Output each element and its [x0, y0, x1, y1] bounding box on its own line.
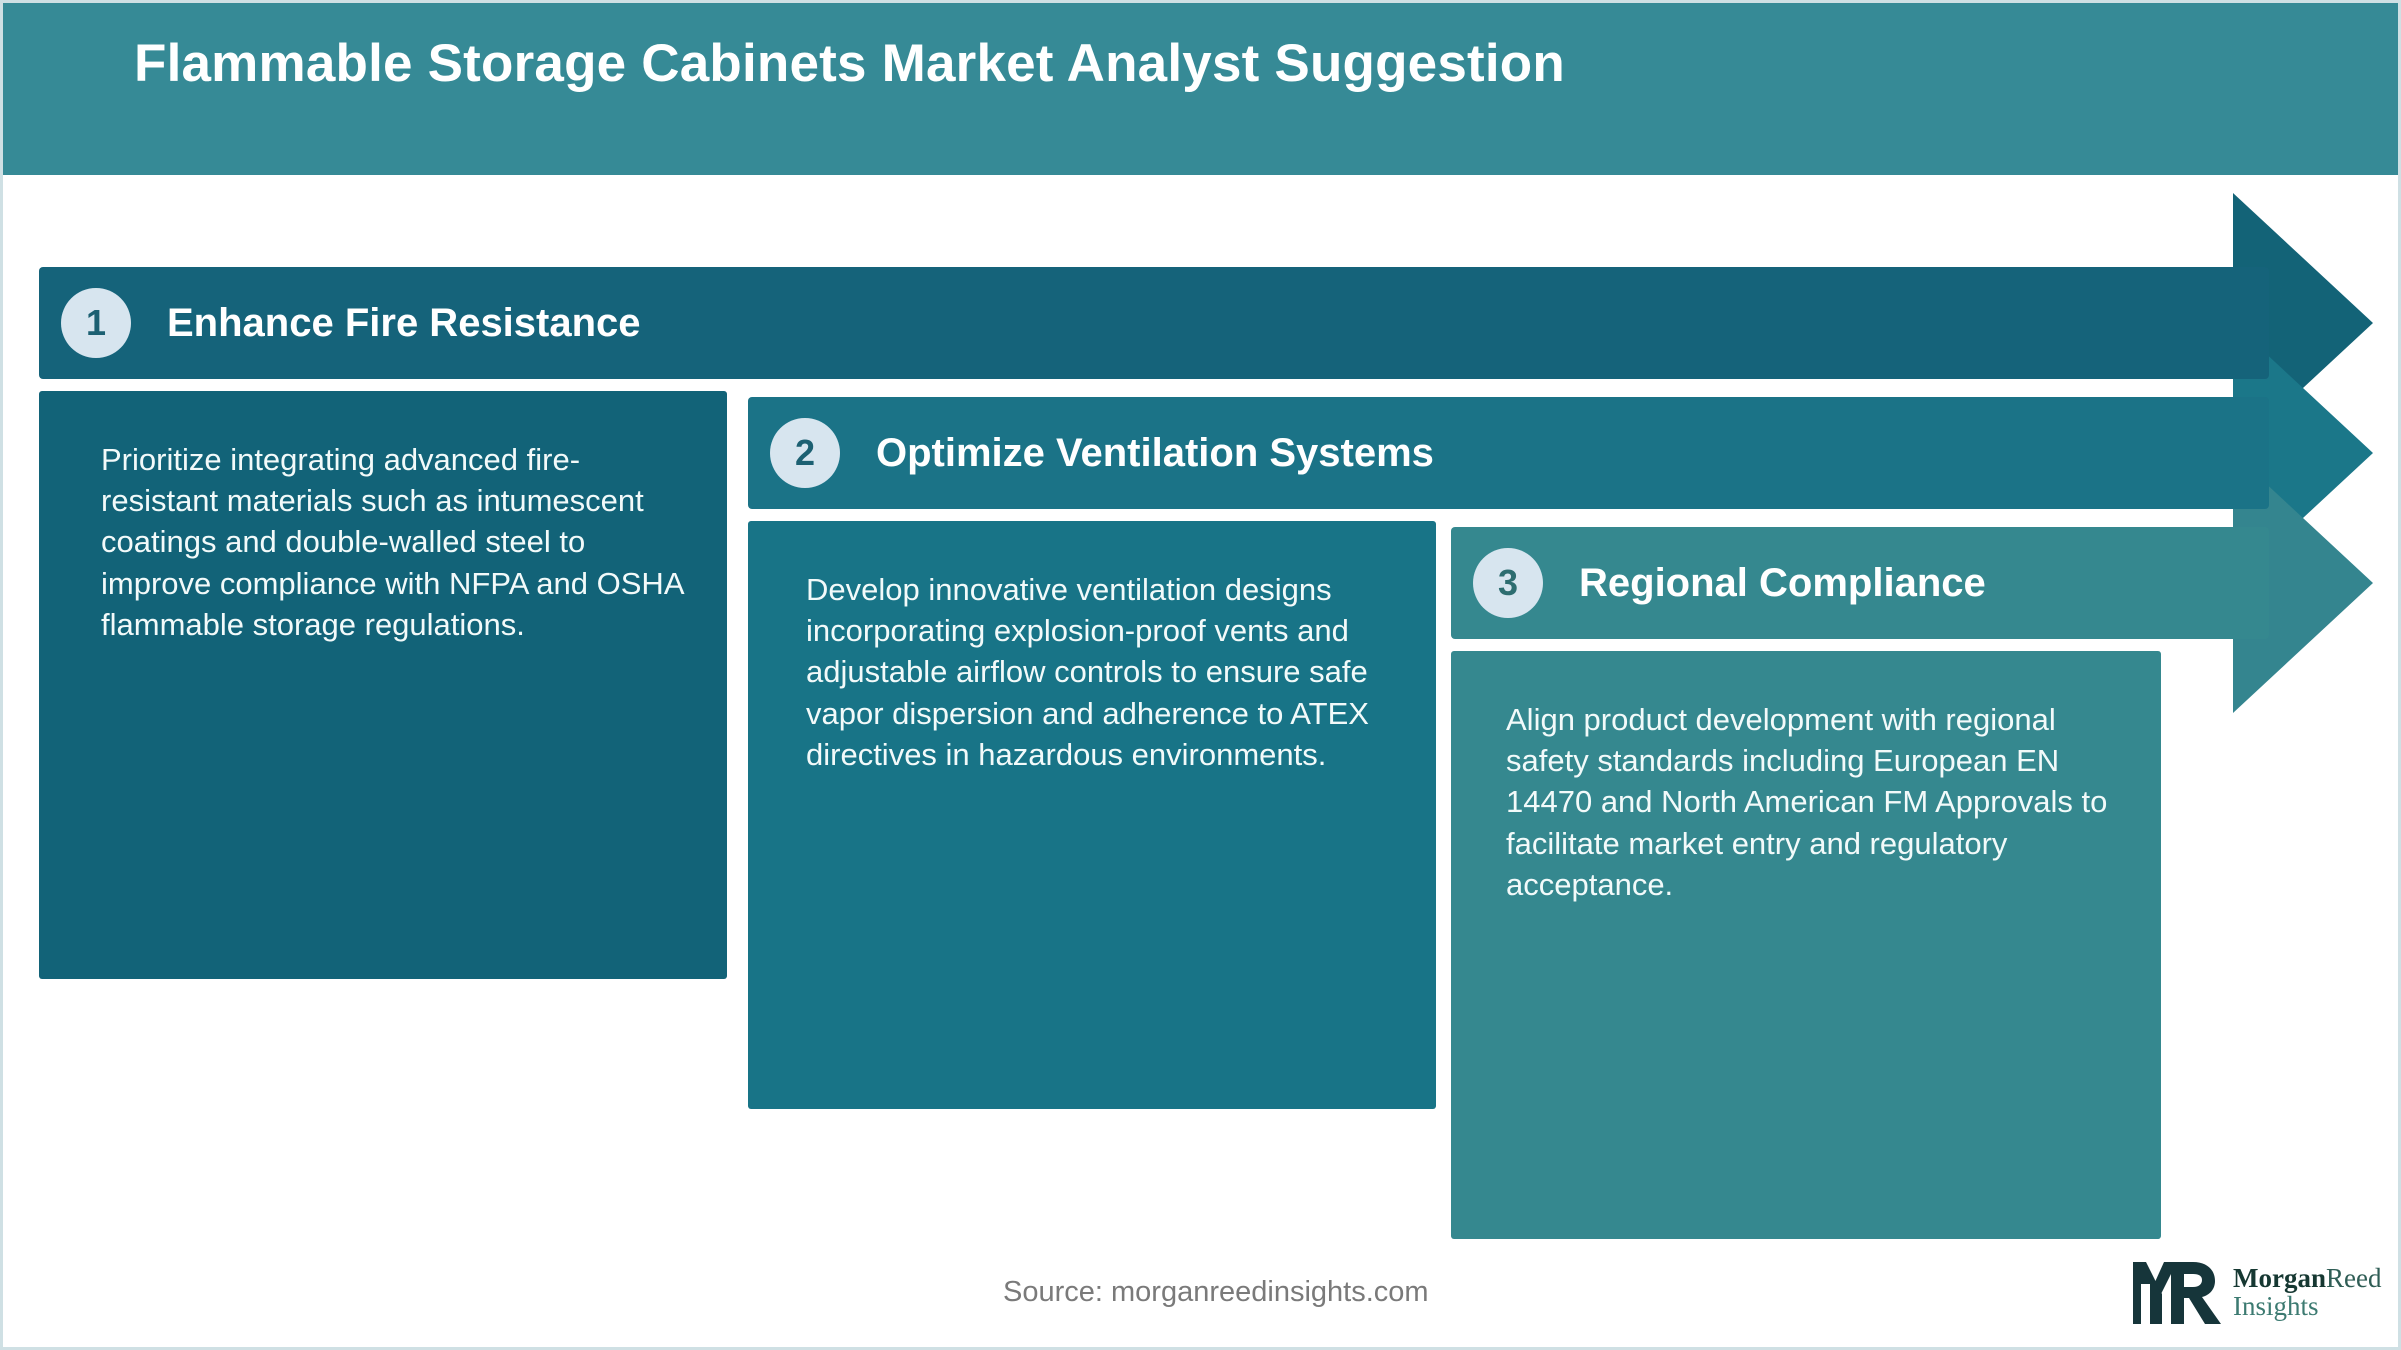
step-number-badge-3: 3: [1473, 548, 1543, 618]
step-body-text-2: Develop innovative ventilation designs i…: [806, 572, 1369, 772]
step-body-panel-3: Align product development with regional …: [1451, 651, 2161, 1239]
logo-morgan-text: Morgan: [2233, 1263, 2326, 1294]
step-title-3: Regional Compliance: [1579, 560, 1986, 605]
morganreed-insights-logo: MorganReed Insights: [2131, 1260, 2381, 1326]
step-body-panel-1: Prioritize integrating advanced fire-res…: [39, 391, 727, 979]
step-band-3[interactable]: 3 Regional Compliance: [1451, 527, 2269, 639]
page-title: Flammable Storage Cabinets Market Analys…: [134, 34, 1565, 93]
step-body-text-1: Prioritize integrating advanced fire-res…: [101, 442, 683, 642]
step-body-text-3: Align product development with regional …: [1506, 702, 2108, 902]
logo-line-primary: MorganReed: [2233, 1265, 2381, 1293]
step-number-badge-2: 2: [770, 418, 840, 488]
step-body-panel-2: Develop innovative ventilation designs i…: [748, 521, 1436, 1109]
step-title-1: Enhance Fire Resistance: [167, 300, 641, 345]
step-number-badge-1: 1: [61, 288, 131, 358]
step-band-2[interactable]: 2 Optimize Ventilation Systems: [748, 397, 2269, 509]
header-bar: Flammable Storage Cabinets Market Analys…: [3, 3, 2398, 175]
source-label: Source: morganreedinsights.com: [1003, 1276, 1429, 1308]
logo-insights-text: Insights: [2233, 1291, 2319, 1321]
step-band-1[interactable]: 1 Enhance Fire Resistance: [39, 267, 2269, 379]
logo-reed-text: Reed: [2325, 1263, 2382, 1294]
mr-monogram-icon: [2133, 1262, 2221, 1324]
step-title-2: Optimize Ventilation Systems: [876, 430, 1434, 475]
logo-wordmark: MorganReed Insights: [2233, 1265, 2381, 1320]
